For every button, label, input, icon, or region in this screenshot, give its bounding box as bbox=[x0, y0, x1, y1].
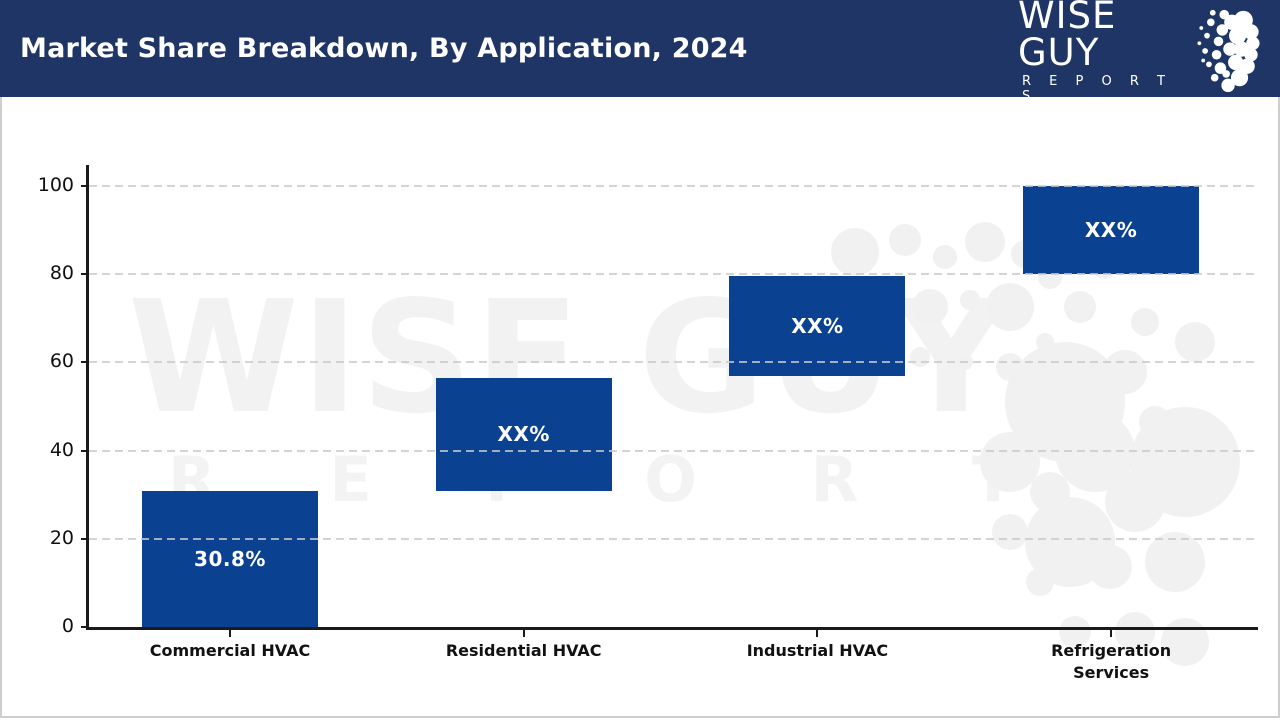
y-axis-tick bbox=[81, 273, 88, 276]
bar-value-label: XX% bbox=[497, 422, 550, 447]
y-axis-line bbox=[86, 165, 89, 629]
waterfall-bar: XX% bbox=[435, 377, 612, 492]
logo-brand-name: WISE GUY bbox=[1018, 0, 1117, 74]
bar-value-label: XX% bbox=[1084, 218, 1138, 243]
y-axis-tick bbox=[81, 626, 88, 628]
y-axis-tick bbox=[81, 537, 88, 540]
x-axis-tick bbox=[229, 629, 231, 637]
y-axis-tick-label: 100 bbox=[37, 174, 74, 196]
header-bar: Market Share Breakdown, By Application, … bbox=[0, 0, 1280, 104]
wise-guy-reports-logo: WISE GUY R E P O R T S bbox=[1018, 0, 1268, 104]
waterfall-bar: 30.8% bbox=[142, 491, 318, 627]
y-axis-tick-label: 20 bbox=[49, 526, 74, 549]
y-gridline bbox=[89, 185, 1258, 187]
y-axis-tick bbox=[81, 185, 88, 187]
x-axis-category-label: Refrigeration Services bbox=[1051, 641, 1172, 682]
chart-title: Market Share Breakdown, By Application, … bbox=[20, 33, 748, 64]
x-axis-tick bbox=[522, 629, 525, 637]
y-axis-tick-label: 0 bbox=[61, 615, 74, 637]
bar-value-label: 30.8% bbox=[194, 547, 266, 572]
x-axis-tick bbox=[816, 629, 819, 637]
y-gridline bbox=[89, 537, 1258, 540]
y-gridline bbox=[89, 273, 1258, 276]
y-axis-tick bbox=[81, 361, 88, 364]
dotted-head-icon bbox=[1197, 9, 1260, 93]
y-axis-tick-label: 80 bbox=[49, 262, 74, 285]
waterfall-bar: XX% bbox=[1023, 186, 1200, 275]
x-axis-category-label: Industrial HVAC bbox=[746, 641, 889, 660]
y-gridline bbox=[89, 361, 1258, 364]
x-axis-category-label: Commercial HVAC bbox=[149, 641, 311, 660]
x-axis-tick bbox=[1110, 629, 1113, 637]
x-axis-line bbox=[86, 627, 1258, 630]
y-axis-tick-label: 60 bbox=[49, 350, 74, 373]
logo-text: WISE GUY R E P O R T S bbox=[1018, 0, 1194, 104]
x-axis-category-label: Residential HVAC bbox=[445, 641, 602, 660]
y-axis-tick-label: 40 bbox=[49, 438, 74, 461]
watermark-dotted-head bbox=[831, 222, 1240, 666]
y-axis-tick bbox=[81, 449, 88, 452]
y-gridline bbox=[89, 449, 1258, 452]
bar-value-label: XX% bbox=[791, 314, 844, 338]
waterfall-bar: XX% bbox=[729, 276, 906, 376]
logo-brand-subtitle: R E P O R T S bbox=[1022, 73, 1172, 104]
chart-area: WISE GUY R E P O R T S 30.8% Commercial H… bbox=[0, 97, 1280, 720]
